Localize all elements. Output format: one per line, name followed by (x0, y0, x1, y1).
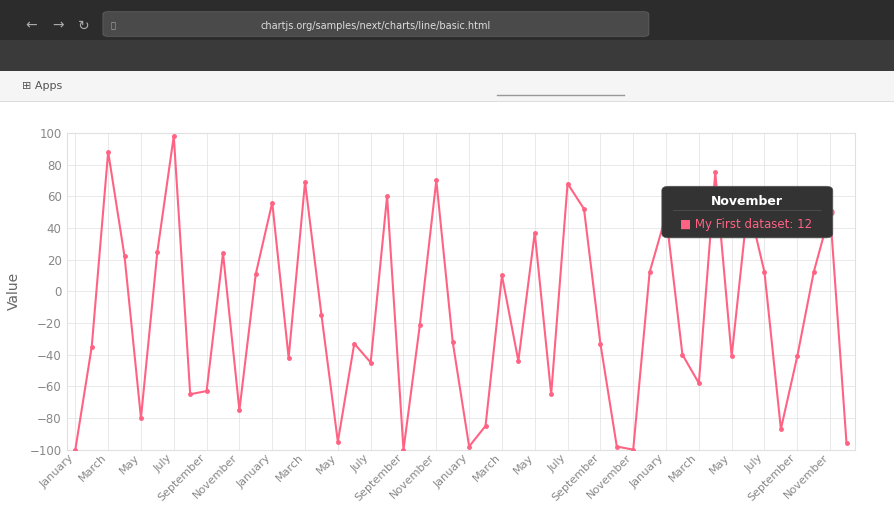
Text: 🔒: 🔒 (110, 21, 115, 30)
Text: ⊞ Apps: ⊞ Apps (22, 81, 63, 91)
Text: ■ My First dataset: 12: ■ My First dataset: 12 (679, 218, 811, 231)
Y-axis label: Value: Value (7, 272, 21, 310)
Title: Chart.js Line Chart: Chart.js Line Chart (384, 63, 537, 81)
Text: chartjs.org/samples/next/charts/line/basic.html: chartjs.org/samples/next/charts/line/bas… (260, 20, 491, 31)
Text: ↻: ↻ (78, 18, 89, 33)
Text: November: November (711, 195, 782, 208)
Legend: My First dataset, My Second dataset: My First dataset, My Second dataset (291, 82, 629, 107)
Text: →: → (53, 18, 63, 33)
Text: ←: ← (26, 18, 37, 33)
